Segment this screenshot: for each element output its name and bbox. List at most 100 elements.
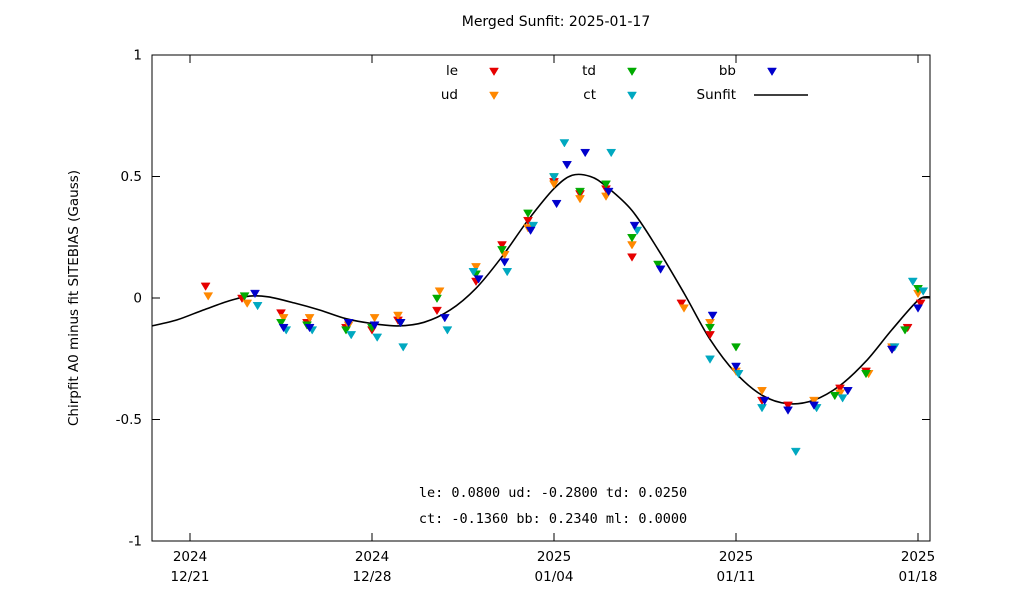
point-ud <box>627 241 637 250</box>
point-ud <box>242 299 253 308</box>
point-le <box>676 299 687 308</box>
x-tick-date: 12/28 <box>353 569 392 585</box>
point-le <box>915 299 926 308</box>
point-bb <box>731 362 741 371</box>
axis-ticks: 1 0.5 0 -0.5 -1 2024 12/21 2024 12/28 2025 01/04 20… <box>116 48 938 586</box>
x-tick-date: 12/21 <box>171 569 210 585</box>
y-axis-label: Chirpfit A0 minus fit SITEBIAS (Gauss) <box>66 170 82 426</box>
point-ct <box>442 326 453 335</box>
legend: le ud td ct bb Sunfit <box>441 63 808 103</box>
legend-label-ud: ud <box>441 87 458 103</box>
point-ct <box>705 355 715 364</box>
point-ct <box>907 277 918 286</box>
point-ct <box>528 221 539 231</box>
scatter-series <box>200 139 929 457</box>
point-bb <box>278 323 289 333</box>
point-ud <box>278 314 289 323</box>
fit-annotation-line: ct: -0.1360 bb: 0.2340 ml: 0.0000 <box>419 511 687 527</box>
legend-label-le: le <box>446 63 458 79</box>
point-td <box>432 294 442 303</box>
legend-label-Sunfit: Sunfit <box>697 87 736 103</box>
point-bb <box>369 321 380 330</box>
point-le <box>276 309 286 318</box>
y-tick-label: 1 <box>133 48 142 64</box>
point-td <box>601 180 611 189</box>
point-ct <box>346 331 357 340</box>
point-td <box>341 326 351 335</box>
point-td <box>276 319 286 328</box>
point-ud <box>203 292 214 301</box>
x-tick-year: 2025 <box>719 549 753 565</box>
sunfit-line <box>151 173 931 405</box>
point-td <box>705 323 715 333</box>
point-ct <box>733 370 744 379</box>
point-ud <box>304 314 315 323</box>
legend-sample-ud <box>489 91 499 100</box>
x-tick-date: 01/04 <box>535 569 574 585</box>
point-ct <box>549 173 559 182</box>
point-bb <box>629 221 640 231</box>
point-ct <box>790 447 801 457</box>
sunfit-curve <box>151 173 931 405</box>
point-ct <box>252 302 263 311</box>
x-tick-year: 2025 <box>537 549 571 565</box>
point-ud <box>434 287 445 296</box>
point-td <box>900 326 910 335</box>
point-le <box>783 401 793 410</box>
y-tick-label: 0 <box>133 291 142 307</box>
point-le <box>627 253 637 262</box>
y-tick-label: 0.5 <box>121 169 142 185</box>
point-bb <box>655 265 666 274</box>
point-ud <box>575 195 585 204</box>
point-le <box>432 306 442 316</box>
point-bb <box>343 319 354 328</box>
point-bb <box>473 275 484 284</box>
point-ct <box>398 343 409 352</box>
plot-border <box>151 54 931 542</box>
point-td <box>653 260 663 269</box>
plot-frame <box>151 54 931 542</box>
point-le <box>497 241 507 250</box>
point-td <box>239 292 250 301</box>
chart-title: Merged Sunfit: 2025-01-17 <box>462 14 651 30</box>
point-bb <box>562 161 572 170</box>
x-tick-year: 2025 <box>901 549 935 565</box>
point-bb <box>580 148 591 158</box>
point-bb <box>887 345 897 354</box>
point-bb <box>395 319 406 328</box>
point-ct <box>468 268 479 277</box>
point-ud <box>809 396 819 406</box>
point-bb <box>439 314 450 323</box>
point-ud <box>471 263 481 272</box>
point-bb <box>707 311 718 320</box>
point-bb <box>304 323 315 333</box>
x-tick-year: 2024 <box>355 549 389 565</box>
point-ct <box>918 287 929 296</box>
point-ct <box>372 333 383 342</box>
point-bb <box>809 401 819 410</box>
fit-annotations: le: 0.0800 ud: -0.2800 td: 0.0250 ct: -0.… <box>419 485 687 527</box>
point-td <box>575 187 585 197</box>
legend-label-bb: bb <box>719 63 736 79</box>
point-bb <box>842 387 853 396</box>
point-le <box>835 384 845 393</box>
legend-label-td: td <box>582 63 596 79</box>
point-ud <box>393 311 403 320</box>
legend-sample-ct <box>627 91 637 100</box>
legend-sample-le <box>489 67 499 76</box>
point-ud <box>369 314 380 323</box>
point-td <box>829 391 840 401</box>
x-tick-year: 2024 <box>173 549 207 565</box>
point-bb <box>783 406 793 415</box>
point-td <box>523 209 533 218</box>
legend-sample-td <box>627 67 637 76</box>
point-td <box>731 343 741 352</box>
point-bb <box>759 396 770 406</box>
x-tick-date: 01/11 <box>717 569 756 585</box>
point-ct <box>606 148 617 158</box>
point-bb <box>913 304 923 313</box>
fit-annotation-line: le: 0.0800 ud: -0.2800 td: 0.0250 <box>419 485 687 501</box>
point-ct <box>837 394 848 403</box>
